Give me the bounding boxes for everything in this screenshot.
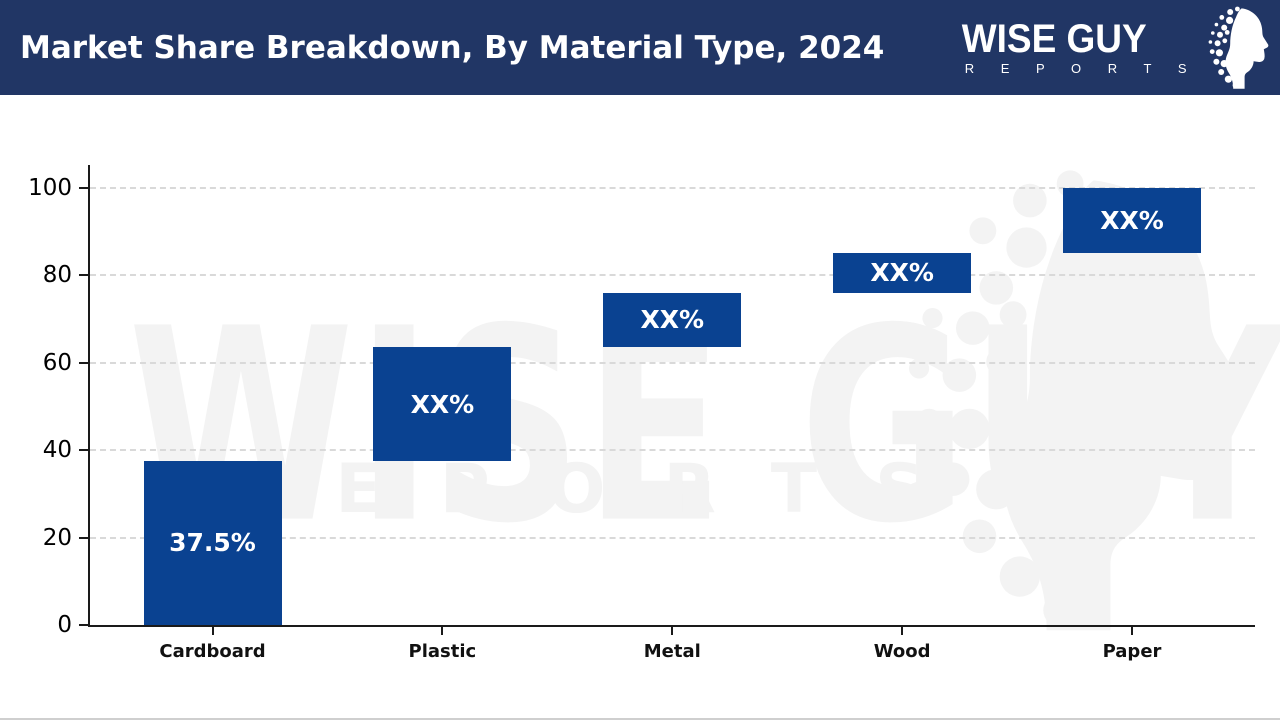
bar: XX%	[603, 292, 742, 348]
x-tick	[901, 627, 904, 635]
gridline	[90, 274, 1255, 276]
bar-value-label: XX%	[1100, 205, 1164, 235]
bar: XX%	[373, 347, 512, 461]
logo-wordmark: WISE GUY	[961, 16, 1147, 61]
x-category-label: Plastic	[408, 641, 477, 662]
bar: 37.5%	[143, 460, 282, 625]
y-tick	[79, 361, 88, 364]
x-category-label: Wood	[873, 641, 931, 662]
y-tick	[79, 536, 88, 539]
gridline	[90, 449, 1255, 451]
x-tick	[211, 627, 214, 635]
bar: XX%	[1063, 187, 1201, 254]
logo-text: WISE GUY R E P O R T S	[961, 16, 1198, 76]
bar-value-label: XX%	[640, 305, 705, 335]
x-tick	[1131, 627, 1133, 635]
bar-value-label: 37.5%	[169, 528, 256, 558]
plot-area: 0 20 40 60 80 100 37.5% Cardboard XX% Plastic XX% M…	[28, 165, 1255, 662]
x-tick	[671, 627, 674, 635]
y-tick-label: 20	[42, 524, 72, 551]
y-tick	[79, 274, 88, 276]
x-tick	[441, 627, 444, 635]
x-category-label: Metal	[643, 641, 701, 662]
bar: XX%	[833, 253, 972, 293]
x-category-label: Cardboard	[159, 641, 266, 662]
chart-title: Market Share Breakdown, By Material Type…	[20, 29, 885, 66]
y-tick	[79, 624, 88, 626]
x-category-label: Paper	[1102, 641, 1162, 662]
wiseguy-head-logo-icon	[1208, 6, 1269, 89]
y-tick-label: 0	[57, 612, 72, 638]
header-band: Market Share Breakdown, By Material Type…	[0, 0, 1280, 95]
gridline	[90, 361, 1255, 364]
gridline	[90, 186, 1255, 189]
y-tick-label: 60	[42, 349, 72, 376]
y-tick-label: 100	[28, 174, 72, 201]
gridline	[90, 536, 1255, 539]
bar-value-label: XX%	[410, 389, 475, 419]
bottom-divider	[0, 718, 1280, 720]
wiseguy-logo: WISE GUY R E P O R T S	[962, 4, 1274, 92]
y-tick-label: 40	[42, 437, 72, 463]
logo-subtitle: R E P O R T S	[964, 61, 1198, 76]
y-tick-label: 80	[42, 262, 72, 288]
watermark-text-line2: REPORTS	[225, 450, 983, 529]
y-tick	[79, 186, 88, 189]
bar-value-label: XX%	[870, 258, 934, 288]
y-tick	[79, 449, 88, 451]
